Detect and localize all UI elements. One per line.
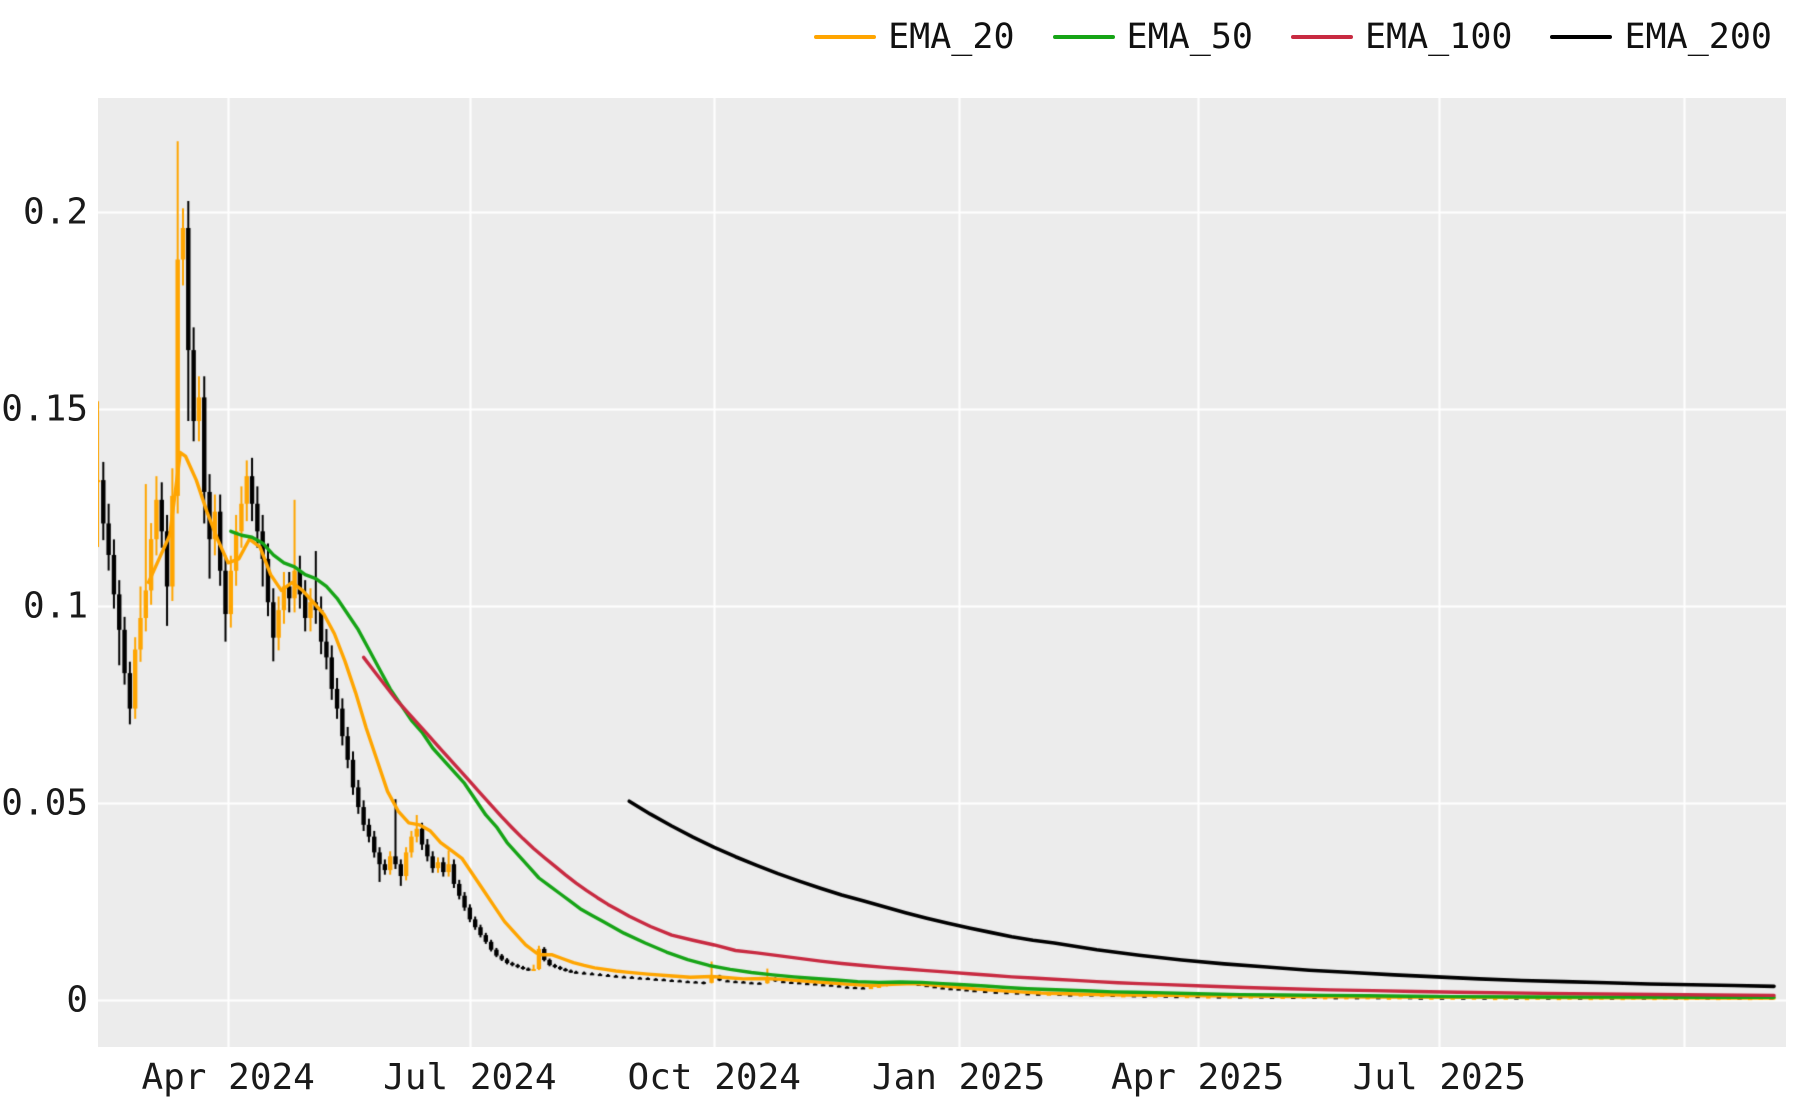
- x-tick-label: Jul 2024: [383, 1057, 557, 1098]
- legend-item-ema-200: EMA_200: [1550, 14, 1772, 60]
- x-tick-label: Oct 2024: [627, 1057, 801, 1098]
- chart-legend: EMA_20 EMA_50 EMA_100 EMA_200: [814, 14, 1772, 60]
- x-tick-label: Apr 2025: [1110, 1057, 1285, 1098]
- legend-item-ema-20: EMA_20: [814, 14, 1015, 60]
- ema-200-line-swatch: [1550, 35, 1613, 39]
- legend-label: EMA_200: [1624, 17, 1772, 57]
- legend-label: EMA_20: [888, 17, 1015, 57]
- y-tick-label: 0.1: [22, 585, 88, 627]
- x-tick-label: Jan 2025: [871, 1057, 1046, 1098]
- legend-label: EMA_100: [1364, 17, 1513, 57]
- x-tick-label: Jul 2025: [1352, 1057, 1527, 1098]
- y-tick-label: 0: [66, 979, 88, 1021]
- y-tick-label: 0.2: [22, 191, 88, 233]
- ema-100-line-swatch: [1290, 35, 1353, 39]
- y-tick-label: 0.15: [1, 388, 88, 430]
- ema-50-line-swatch: [1052, 35, 1115, 39]
- y-tick-label: 0.05: [1, 782, 88, 824]
- plot-area: [98, 98, 1786, 1047]
- x-tick-label: Apr 2024: [141, 1057, 315, 1098]
- candlestick-ema-chart-canvas: [98, 98, 1786, 1047]
- ema-20-line-swatch: [814, 35, 877, 39]
- legend-label: EMA_50: [1126, 17, 1253, 57]
- legend-item-ema-50: EMA_50: [1052, 14, 1253, 60]
- legend-item-ema-100: EMA_100: [1290, 14, 1513, 60]
